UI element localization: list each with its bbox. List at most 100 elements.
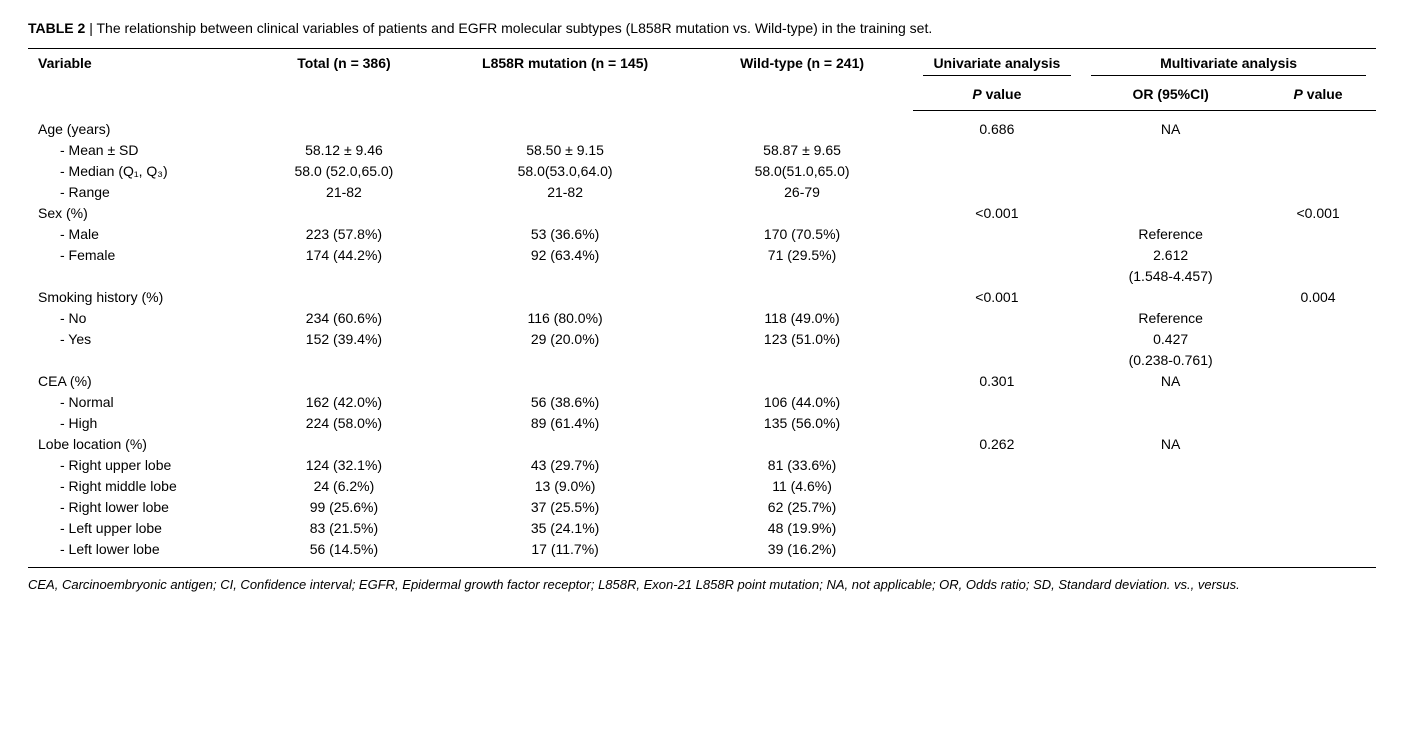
col-univariate-group: Univariate analysis [913, 49, 1082, 81]
cell-univariate-p: <0.001 [913, 203, 1082, 224]
table-row: Age (years)0.686NA [28, 111, 1376, 140]
caption-sep: | [85, 20, 96, 36]
cell-or: NA [1081, 434, 1260, 455]
cell-wild [691, 350, 912, 371]
indented-label: - Range [38, 184, 110, 200]
cell-wild [691, 266, 912, 287]
table-row: - Left lower lobe56 (14.5%)17 (11.7%)39 … [28, 539, 1376, 568]
cell-variable: - Right upper lobe [28, 455, 249, 476]
cell-variable: - Female [28, 245, 249, 266]
cell-l858r: 58.0(53.0,64.0) [439, 161, 692, 182]
cell-l858r: 116 (80.0%) [439, 308, 692, 329]
cell-variable: Smoking history (%) [28, 287, 249, 308]
table-row: - Yes152 (39.4%)29 (20.0%)123 (51.0%)0.4… [28, 329, 1376, 350]
cell-multivariate-p [1260, 518, 1376, 539]
cell-total: 21-82 [249, 182, 439, 203]
cell-l858r: 56 (38.6%) [439, 392, 692, 413]
cell-multivariate-p [1260, 476, 1376, 497]
col-mv-p: P value [1260, 80, 1376, 111]
p-word-2: value [1303, 86, 1343, 102]
col-or: OR (95%CI) [1081, 80, 1260, 111]
table-row: CEA (%)0.301NA [28, 371, 1376, 392]
cell-multivariate-p [1260, 413, 1376, 434]
univariate-label: Univariate analysis [923, 55, 1072, 76]
cell-variable: Lobe location (%) [28, 434, 249, 455]
cell-univariate-p [913, 392, 1082, 413]
cell-or [1081, 518, 1260, 539]
cell-or [1081, 476, 1260, 497]
table-row: Lobe location (%)0.262NA [28, 434, 1376, 455]
cell-total: 58.12 ± 9.46 [249, 140, 439, 161]
cell-variable: - High [28, 413, 249, 434]
cell-multivariate-p [1260, 455, 1376, 476]
indented-label: - Yes [38, 331, 91, 347]
cell-wild [691, 287, 912, 308]
indented-label: - Normal [38, 394, 114, 410]
cell-wild: 81 (33.6%) [691, 455, 912, 476]
cell-or: NA [1081, 111, 1260, 140]
cell-or [1081, 182, 1260, 203]
table-body: Age (years)0.686NA - Mean ± SD 58.12 ± 9.4… [28, 111, 1376, 568]
p-letter: P [972, 86, 981, 102]
cell-l858r [439, 266, 692, 287]
cell-wild: 170 (70.5%) [691, 224, 912, 245]
cell-l858r [439, 203, 692, 224]
cell-univariate-p [913, 518, 1082, 539]
col-multivariate-group: Multivariate analysis [1081, 49, 1376, 81]
cell-univariate-p: 0.301 [913, 371, 1082, 392]
cell-or [1081, 161, 1260, 182]
cell-multivariate-p [1260, 245, 1376, 266]
cell-l858r [439, 350, 692, 371]
cell-univariate-p [913, 350, 1082, 371]
cell-or [1081, 455, 1260, 476]
cell-univariate-p [913, 476, 1082, 497]
cell-wild: 71 (29.5%) [691, 245, 912, 266]
cell-univariate-p [913, 497, 1082, 518]
cell-total: 234 (60.6%) [249, 308, 439, 329]
cell-multivariate-p [1260, 224, 1376, 245]
cell-l858r: 17 (11.7%) [439, 539, 692, 568]
cell-total [249, 287, 439, 308]
table-row: - Left upper lobe83 (21.5%)35 (24.1%)48 … [28, 518, 1376, 539]
table-label: TABLE 2 [28, 20, 85, 36]
cell-total [249, 203, 439, 224]
cell-total: 124 (32.1%) [249, 455, 439, 476]
cell-or [1081, 497, 1260, 518]
indented-label: - Mean ± SD [38, 142, 138, 158]
cell-variable: - Range [28, 182, 249, 203]
col-l858r: L858R mutation (n = 145) [439, 49, 692, 111]
table-row: Sex (%)<0.001<0.001 [28, 203, 1376, 224]
cell-or: (0.238-0.761) [1081, 350, 1260, 371]
table-head: Variable Total (n = 386) L858R mutation … [28, 49, 1376, 111]
cell-multivariate-p [1260, 111, 1376, 140]
cell-total: 99 (25.6%) [249, 497, 439, 518]
cell-total: 24 (6.2%) [249, 476, 439, 497]
cell-or: (1.548-4.457) [1081, 266, 1260, 287]
cell-l858r [439, 287, 692, 308]
cell-variable: - Right middle lobe [28, 476, 249, 497]
cell-l858r: 35 (24.1%) [439, 518, 692, 539]
cell-multivariate-p [1260, 434, 1376, 455]
cell-total: 174 (44.2%) [249, 245, 439, 266]
cell-variable: - Median (Q₁, Q₃) [28, 161, 249, 182]
table-row: - Female174 (44.2%)92 (63.4%)71 (29.5%)2… [28, 245, 1376, 266]
cell-variable: - Normal [28, 392, 249, 413]
cell-total: 162 (42.0%) [249, 392, 439, 413]
table-row: (1.548-4.457) [28, 266, 1376, 287]
cell-or: Reference [1081, 224, 1260, 245]
table-row: (0.238-0.761) [28, 350, 1376, 371]
cell-l858r: 21-82 [439, 182, 692, 203]
cell-univariate-p [913, 329, 1082, 350]
cell-variable: - Mean ± SD [28, 140, 249, 161]
cell-multivariate-p [1260, 161, 1376, 182]
cell-or: NA [1081, 371, 1260, 392]
indented-label: - Left upper lobe [38, 520, 162, 536]
cell-univariate-p [913, 161, 1082, 182]
table-row: - Right lower lobe99 (25.6%)37 (25.5%)62… [28, 497, 1376, 518]
cell-multivariate-p [1260, 140, 1376, 161]
cell-total: 58.0 (52.0,65.0) [249, 161, 439, 182]
cell-total [249, 371, 439, 392]
table-footnote: CEA, Carcinoembryonic antigen; CI, Confi… [28, 576, 1376, 594]
cell-total [249, 111, 439, 140]
cell-or [1081, 392, 1260, 413]
